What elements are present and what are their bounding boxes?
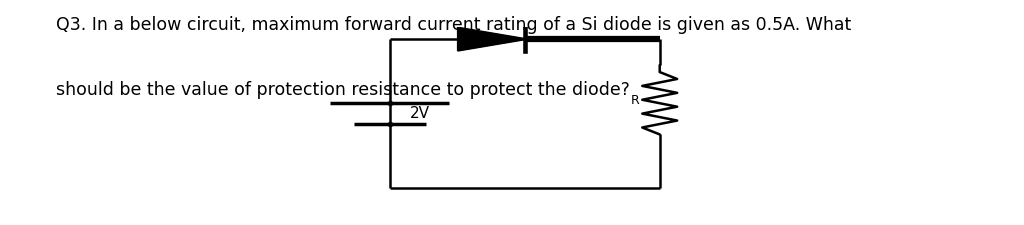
Text: should be the value of protection resistance to protect the diode?: should be the value of protection resist… — [56, 81, 630, 99]
Text: 2V: 2V — [410, 106, 430, 121]
Text: Q3. In a below circuit, maximum forward current rating of a Si diode is given as: Q3. In a below circuit, maximum forward … — [56, 16, 852, 34]
Polygon shape — [458, 28, 524, 50]
Text: R: R — [631, 94, 640, 107]
